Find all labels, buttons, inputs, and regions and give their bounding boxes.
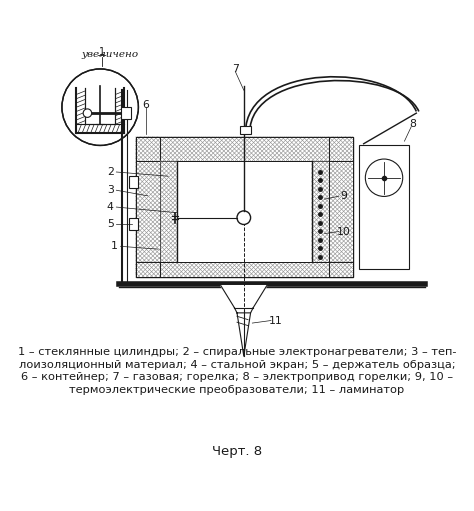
Text: 11: 11 (269, 315, 283, 326)
Bar (312, 161, 329, 262)
Text: 2: 2 (107, 167, 114, 177)
Text: лоизоляционный материал; 4 – стальной экран; 5 – держатель образца;: лоизоляционный материал; 4 – стальной эк… (18, 360, 456, 369)
Text: Черт. 8: Черт. 8 (212, 445, 262, 458)
Text: увеличено: увеличено (82, 50, 138, 59)
Text: 1 – стеклянные цилиндры; 2 – спиральные электронагреватели; 3 – теп-: 1 – стеклянные цилиндры; 2 – спиральные … (18, 347, 456, 357)
Text: 1: 1 (111, 241, 118, 251)
Bar (160, 161, 177, 262)
Bar (136, 137, 353, 161)
Bar (160, 161, 329, 262)
Bar (312, 161, 329, 262)
Bar (129, 218, 137, 230)
Bar (85, 88, 116, 124)
Circle shape (83, 109, 91, 118)
Text: 8: 8 (410, 119, 416, 129)
Text: 10: 10 (337, 226, 351, 237)
Bar (160, 161, 177, 262)
Bar (136, 137, 353, 277)
Text: 4: 4 (107, 202, 114, 212)
Bar (329, 137, 353, 277)
Text: 7: 7 (232, 64, 239, 74)
Circle shape (62, 69, 138, 146)
Bar (136, 137, 160, 277)
Text: 5: 5 (107, 219, 114, 229)
Text: 1: 1 (99, 47, 105, 57)
Bar (136, 262, 353, 277)
Text: 9: 9 (341, 191, 347, 201)
Bar (239, 126, 251, 134)
Bar (120, 107, 131, 119)
Text: 6 – контейнер; 7 – газовая; горелка; 8 – электропривод горелки; 9, 10 –: 6 – контейнер; 7 – газовая; горелка; 8 –… (21, 373, 453, 382)
Polygon shape (221, 286, 267, 308)
Bar (359, 146, 409, 269)
Text: 3: 3 (107, 185, 114, 195)
Bar (329, 137, 353, 277)
Circle shape (365, 159, 403, 196)
Bar (136, 137, 160, 277)
Text: 6: 6 (143, 100, 149, 110)
Text: термоэлектрические преобразователи; 11 – ламинатор: термоэлектрические преобразователи; 11 –… (69, 385, 405, 395)
Bar (136, 137, 353, 161)
Polygon shape (237, 313, 251, 356)
Bar (136, 262, 353, 277)
Circle shape (237, 211, 251, 224)
Bar (129, 176, 137, 188)
